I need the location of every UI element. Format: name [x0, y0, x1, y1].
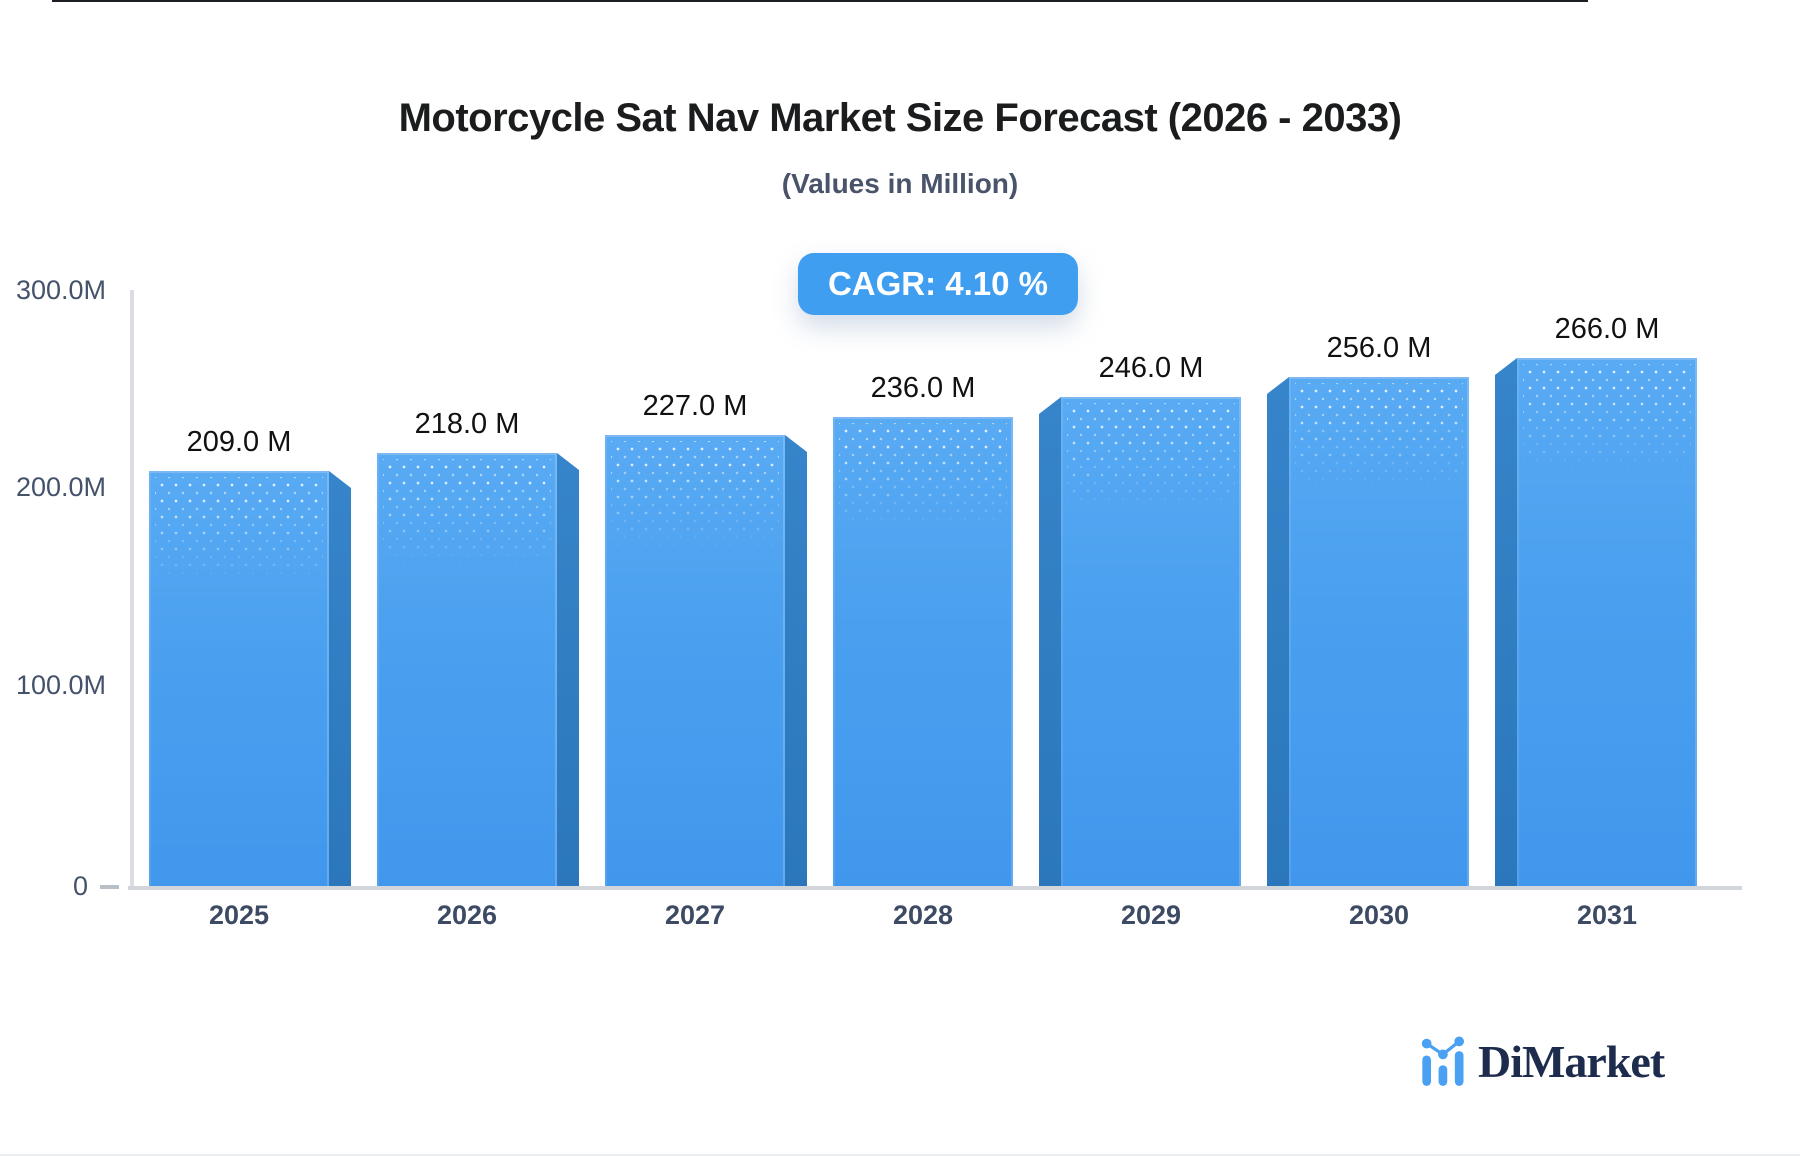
bar-value-label-2027: 227.0 M	[642, 390, 748, 422]
y-tick-label-300: 300.0M	[15, 275, 106, 305]
x-axis-line	[128, 886, 1742, 890]
bar-group-2026	[377, 453, 579, 886]
chart-subtitle: (Values in Million)	[781, 168, 1019, 199]
bar-side-face	[1267, 377, 1289, 886]
bar-value-label-2031: 266.0 M	[1554, 313, 1660, 345]
bar-side-face	[785, 435, 807, 886]
bar-value-label-2028: 236.0 M	[870, 372, 976, 404]
bar-2029[interactable]	[1061, 397, 1241, 886]
bar-value-label-2029: 246.0 M	[1098, 352, 1204, 384]
x-tick-label-2027: 2027	[664, 900, 726, 930]
brand-name: DiMarket	[1478, 1036, 1665, 1087]
bar-value-label-2030: 256.0 M	[1326, 332, 1432, 364]
x-tick-label-2030: 2030	[1348, 900, 1410, 930]
y-axis-line	[130, 290, 134, 890]
x-tick-label-2029: 2029	[1120, 900, 1182, 930]
bar-value-label-2026: 218.0 M	[414, 408, 520, 440]
brand-logo[interactable]: DiMarket	[1420, 1036, 1665, 1088]
bar-2031[interactable]	[1517, 358, 1697, 886]
chart-title: Motorcycle Sat Nav Market Size Forecast …	[398, 96, 1402, 140]
bar-group-2030	[1267, 377, 1469, 886]
y-tick-label-200: 200.0M	[15, 472, 106, 502]
bar-2030[interactable]	[1289, 377, 1469, 886]
x-tick-label-2031: 2031	[1576, 900, 1638, 930]
mini-bar-chart-logo-icon	[1421, 1036, 1465, 1086]
bar-2026[interactable]	[377, 453, 557, 886]
bar-side-face	[1039, 397, 1061, 886]
zero-tick-dash	[100, 885, 119, 889]
bottom-edge-line	[0, 1154, 1800, 1156]
bar-group-2031	[1495, 358, 1697, 886]
cagr-badge: CAGR: 4.10 %	[797, 253, 1079, 315]
bar-group-2028	[833, 417, 1013, 886]
x-tick-label-2026: 2026	[436, 900, 498, 930]
y-tick-label-100: 100.0M	[15, 670, 106, 700]
bar-side-face	[557, 453, 579, 886]
bar-group-2029	[1039, 397, 1241, 886]
bar-value-label-2025: 209.0 M	[186, 426, 292, 458]
bar-group-2025	[149, 471, 351, 886]
bar-2028[interactable]	[833, 417, 1013, 886]
top-edge-line	[52, 0, 1588, 2]
plot-area: 209.0 M 218.0 M 227.0 M 236.0 M 246.0 M 256.0…	[132, 290, 1742, 886]
bar-side-face	[329, 471, 351, 886]
bar-side-face	[1495, 358, 1517, 886]
x-tick-label-2028: 2028	[892, 900, 954, 930]
y-tick-label-0: 0	[72, 871, 88, 901]
bar-2027[interactable]	[605, 435, 785, 886]
bar-group-2027	[605, 435, 807, 886]
x-tick-label-2025: 2025	[208, 900, 270, 930]
bar-2025[interactable]	[149, 471, 329, 886]
